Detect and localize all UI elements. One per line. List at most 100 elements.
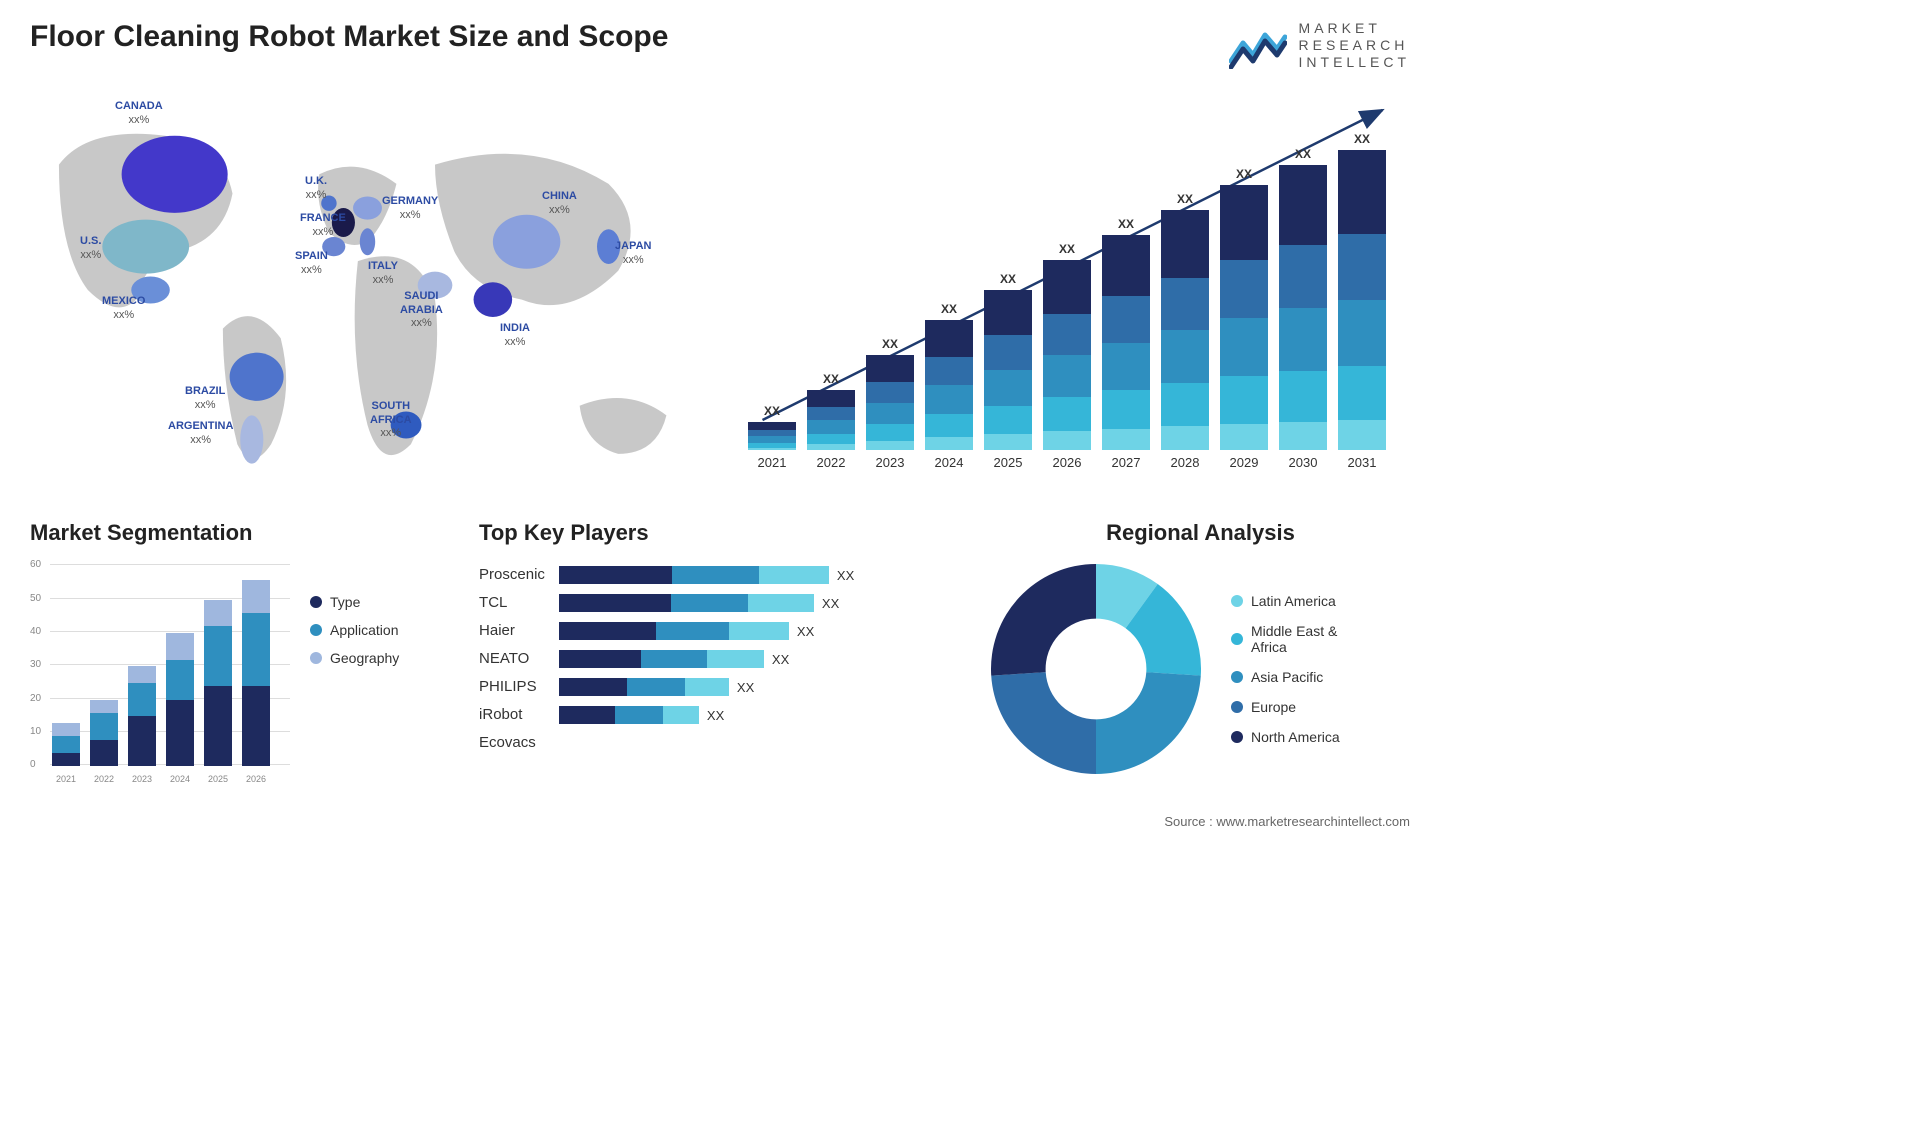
growth-bar-year: 2021 — [748, 455, 796, 470]
seg-y-tick: 20 — [30, 693, 41, 704]
map-country-label: SAUDIARABIAxx% — [400, 290, 443, 330]
growth-bar-year: 2027 — [1102, 455, 1150, 470]
seg-y-tick: 60 — [30, 559, 41, 570]
logo-mark-icon — [1229, 21, 1287, 69]
player-bar-value: XX — [737, 680, 754, 695]
player-name: iRobot — [479, 706, 545, 723]
players-label-column: ProscenicTCLHaierNEATOPHILIPSiRobotEcova… — [479, 564, 545, 751]
growth-bar: XX2023 — [866, 355, 914, 450]
player-bar-row: XX — [559, 650, 961, 668]
seg-bar — [52, 723, 80, 766]
growth-bar-year: 2026 — [1043, 455, 1091, 470]
growth-bar: XX2027 — [1102, 235, 1150, 450]
growth-bar: XX2030 — [1279, 165, 1327, 450]
segmentation-title: Market Segmentation — [30, 520, 449, 546]
page-title: Floor Cleaning Robot Market Size and Sco… — [30, 20, 668, 54]
seg-x-tick: 2026 — [242, 774, 270, 784]
player-name: Ecovacs — [479, 734, 545, 751]
growth-bar-value: XX — [807, 372, 855, 386]
logo-line-1: MARKET — [1299, 20, 1410, 37]
seg-legend-label: Application — [330, 622, 399, 638]
player-name: NEATO — [479, 650, 545, 667]
growth-bar-year: 2023 — [866, 455, 914, 470]
regional-legend-label: Latin America — [1251, 593, 1336, 609]
regional-legend-label: Europe — [1251, 699, 1296, 715]
regional-legend-label: Asia Pacific — [1251, 669, 1323, 685]
seg-x-tick: 2025 — [204, 774, 232, 784]
growth-bar: XX2031 — [1338, 150, 1386, 450]
growth-bar-value: XX — [1338, 132, 1386, 146]
seg-bar — [204, 600, 232, 767]
player-bar-value: XX — [707, 708, 724, 723]
donut-slice — [991, 564, 1096, 676]
growth-bar-value: XX — [748, 404, 796, 418]
regional-legend-item: Middle East &Africa — [1231, 623, 1340, 655]
players-title: Top Key Players — [479, 520, 961, 546]
map-country-label: ITALYxx% — [368, 260, 398, 286]
map-country-label: JAPANxx% — [615, 240, 651, 266]
growth-bar: XX2026 — [1043, 260, 1091, 450]
donut-slice — [1096, 673, 1201, 775]
segmentation-legend: Type Application Geography — [310, 564, 399, 784]
growth-bar-value: XX — [1043, 242, 1091, 256]
growth-bar: XX2024 — [925, 320, 973, 450]
map-country-label: INDIAxx% — [500, 322, 530, 348]
seg-y-tick: 40 — [30, 626, 41, 637]
player-name: TCL — [479, 594, 545, 611]
seg-y-tick: 10 — [30, 726, 41, 737]
seg-bar — [128, 666, 156, 766]
player-bar-row: XX — [559, 622, 961, 640]
regional-legend-item: Latin America — [1231, 593, 1340, 609]
seg-x-tick: 2022 — [90, 774, 118, 784]
player-bar-value: XX — [837, 568, 854, 583]
player-bar-row: XX — [559, 706, 961, 724]
regional-section: Regional Analysis Latin America Middle Ea… — [991, 520, 1410, 784]
player-bar-value: XX — [797, 624, 814, 639]
map-country-label: GERMANYxx% — [382, 195, 438, 221]
growth-bar-year: 2029 — [1220, 455, 1268, 470]
seg-x-tick: 2021 — [52, 774, 80, 784]
seg-x-tick: 2024 — [166, 774, 194, 784]
donut-slice — [991, 673, 1096, 775]
map-country-label: FRANCExx% — [300, 212, 346, 238]
players-section: Top Key Players ProscenicTCLHaierNEATOPH… — [479, 520, 961, 784]
regional-donut-chart — [991, 564, 1201, 774]
logo-line-3: INTELLECT — [1299, 54, 1410, 71]
growth-bar-value: XX — [984, 272, 1032, 286]
seg-y-tick: 30 — [30, 659, 41, 670]
seg-legend-label: Type — [330, 594, 360, 610]
map-country-label: MEXICOxx% — [102, 295, 145, 321]
player-name: PHILIPS — [479, 678, 545, 695]
seg-legend-item: Type — [310, 594, 399, 610]
map-country-label: U.K.xx% — [305, 175, 327, 201]
player-bar-row: XX — [559, 594, 961, 612]
seg-bar — [166, 633, 194, 766]
growth-bar: XX2025 — [984, 290, 1032, 450]
world-map-panel: CANADAxx%U.S.xx%MEXICOxx%BRAZILxx%ARGENT… — [30, 90, 705, 490]
players-bar-column: XX XX XX XX XX XX — [559, 564, 961, 751]
header-row: Floor Cleaning Robot Market Size and Sco… — [30, 20, 1410, 70]
world-map-icon — [30, 90, 705, 490]
growth-bar-value: XX — [1161, 192, 1209, 206]
bottom-row: Market Segmentation 01020304050602021202… — [30, 520, 1410, 784]
growth-bar: XX2029 — [1220, 185, 1268, 450]
segmentation-section: Market Segmentation 01020304050602021202… — [30, 520, 449, 784]
seg-bar — [90, 700, 118, 767]
growth-bar: XX2021 — [748, 422, 796, 450]
player-bar-value: XX — [772, 652, 789, 667]
regional-title: Regional Analysis — [991, 520, 1410, 546]
regional-legend-item: Europe — [1231, 699, 1340, 715]
growth-bar-year: 2024 — [925, 455, 973, 470]
top-row: CANADAxx%U.S.xx%MEXICOxx%BRAZILxx%ARGENT… — [30, 90, 1410, 490]
map-country-label: ARGENTINAxx% — [168, 420, 233, 446]
seg-legend-label: Geography — [330, 650, 399, 666]
regional-legend-item: North America — [1231, 729, 1340, 745]
map-country-label: U.S.xx% — [80, 235, 101, 261]
map-country-label: SOUTHAFRICAxx% — [370, 400, 412, 440]
map-country-label: BRAZILxx% — [185, 385, 225, 411]
growth-bar-value: XX — [1102, 217, 1150, 231]
donut-svg — [991, 564, 1201, 774]
seg-y-tick: 50 — [30, 593, 41, 604]
growth-chart-panel: XX2021XX2022XX2023XX2024XX2025XX2026XX20… — [735, 90, 1410, 490]
player-bar-row: XX — [559, 678, 961, 696]
